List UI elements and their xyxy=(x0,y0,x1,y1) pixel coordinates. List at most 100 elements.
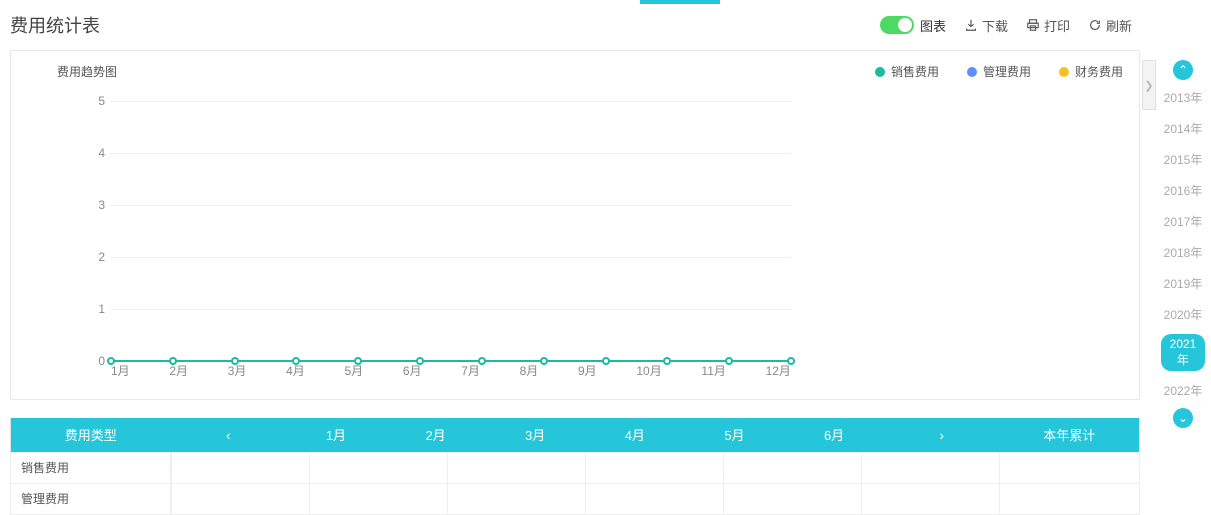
legend-label: 销售费用 xyxy=(891,63,939,80)
x-tick-label: 9月 xyxy=(578,362,597,379)
year-item[interactable]: 2013年 xyxy=(1161,82,1205,113)
x-tick-label: 10月 xyxy=(636,362,661,379)
chevron-right-icon: ❯ xyxy=(1144,79,1153,92)
grid-line xyxy=(111,101,791,102)
row-months xyxy=(171,452,1000,483)
col-m5: 5月 xyxy=(685,425,785,444)
cell xyxy=(861,484,999,514)
series-marker xyxy=(169,357,177,365)
refresh-icon xyxy=(1088,18,1102,32)
series-marker xyxy=(231,357,239,365)
page-title: 费用统计表 xyxy=(10,12,100,38)
print-label: 打印 xyxy=(1044,16,1070,35)
refresh-button[interactable]: 刷新 xyxy=(1088,16,1132,35)
x-tick-label: 3月 xyxy=(228,362,247,379)
x-tick-label: 12月 xyxy=(766,362,791,379)
legend-dot-icon xyxy=(1059,67,1069,77)
cell xyxy=(861,453,999,483)
legend-item[interactable]: 销售费用 xyxy=(875,63,939,80)
chart-toggle-label: 图表 xyxy=(920,16,946,35)
y-tick-label: 1 xyxy=(91,302,105,316)
series-marker xyxy=(292,357,300,365)
col-m1: 1月 xyxy=(286,425,386,444)
print-icon xyxy=(1026,18,1040,32)
row-total xyxy=(1000,452,1140,483)
chevron-up-icon: ⌃ xyxy=(1178,63,1188,77)
grid-line xyxy=(111,205,791,206)
month-next-button[interactable]: › xyxy=(884,427,1000,443)
month-prev-button[interactable]: ‹ xyxy=(171,427,287,443)
series-marker xyxy=(725,357,733,365)
series-marker xyxy=(107,357,115,365)
cell xyxy=(585,453,723,483)
series-marker xyxy=(663,357,671,365)
year-item[interactable]: 2022年 xyxy=(1161,375,1205,406)
x-tick-label: 1月 xyxy=(111,362,130,379)
col-m2: 2月 xyxy=(386,425,486,444)
x-axis-labels: 1月2月3月4月5月6月7月8月9月10月11月12月 xyxy=(111,362,791,379)
col-total: 本年累计 xyxy=(1000,418,1140,452)
legend-item[interactable]: 财务费用 xyxy=(1059,63,1123,80)
col-months: ‹ 1月 2月 3月 4月 5月 6月 › xyxy=(171,418,1000,452)
year-scroll-down-button[interactable]: ⌄ xyxy=(1173,408,1193,428)
col-m4: 4月 xyxy=(585,425,685,444)
legend-item[interactable]: 管理费用 xyxy=(967,63,1031,80)
col-m6: 6月 xyxy=(784,425,884,444)
x-tick-label: 5月 xyxy=(345,362,364,379)
cell xyxy=(171,484,309,514)
series-marker xyxy=(354,357,362,365)
chart-card: 费用趋势图 销售费用管理费用财务费用 0123451月2月3月4月5月6月7月8… xyxy=(10,50,1140,400)
download-label: 下载 xyxy=(982,16,1008,35)
cell xyxy=(585,484,723,514)
cell xyxy=(723,484,861,514)
legend-label: 管理费用 xyxy=(983,63,1031,80)
grid-line xyxy=(111,257,791,258)
chart-plot: 0123451月2月3月4月5月6月7月8月9月10月11月12月 xyxy=(111,101,791,361)
year-scroll-up-button[interactable]: ⌃ xyxy=(1173,60,1193,80)
refresh-label: 刷新 xyxy=(1106,16,1132,35)
x-tick-label: 7月 xyxy=(461,362,480,379)
series-marker xyxy=(478,357,486,365)
x-tick-label: 11月 xyxy=(701,362,725,379)
legend-dot-icon xyxy=(875,67,885,77)
cell xyxy=(447,484,585,514)
y-tick-label: 3 xyxy=(91,198,105,212)
year-item[interactable]: 2020年 xyxy=(1161,299,1205,330)
year-list: 2013年2014年2015年2016年2017年2018年2019年2020年… xyxy=(1161,82,1205,406)
year-item[interactable]: 2014年 xyxy=(1161,113,1205,144)
row-months xyxy=(171,483,1000,514)
row-label: 销售费用 xyxy=(11,452,171,483)
grid-line xyxy=(111,309,791,310)
year-item[interactable]: 2017年 xyxy=(1161,206,1205,237)
download-button[interactable]: 下载 xyxy=(964,16,1008,35)
chart-legend: 销售费用 管理费用 财务费用 xyxy=(875,63,1123,80)
x-tick-label: 8月 xyxy=(520,362,539,379)
cell xyxy=(447,453,585,483)
collapse-right-panel-button[interactable]: ❯ xyxy=(1142,60,1156,110)
download-icon xyxy=(964,18,978,32)
year-item[interactable]: 2021年 xyxy=(1161,334,1205,371)
cell xyxy=(171,453,309,483)
cell xyxy=(309,484,447,514)
row-total xyxy=(1000,483,1140,514)
year-item[interactable]: 2016年 xyxy=(1161,175,1205,206)
cell xyxy=(723,453,861,483)
series-line xyxy=(111,360,791,362)
print-button[interactable]: 打印 xyxy=(1026,16,1070,35)
y-tick-label: 2 xyxy=(91,250,105,264)
year-rail: ⌃ 2013年2014年2015年2016年2017年2018年2019年202… xyxy=(1161,58,1205,430)
y-tick-label: 5 xyxy=(91,94,105,108)
series-marker xyxy=(416,357,424,365)
top-tab-indicator xyxy=(640,0,720,4)
year-item[interactable]: 2019年 xyxy=(1161,268,1205,299)
table-row: 销售费用 xyxy=(11,452,1140,483)
year-item[interactable]: 2015年 xyxy=(1161,144,1205,175)
year-item[interactable]: 2018年 xyxy=(1161,237,1205,268)
expense-table: 费用类型 ‹ 1月 2月 3月 4月 5月 6月 › 本年累计 销售费用管理费用 xyxy=(10,418,1140,515)
row-label: 管理费用 xyxy=(11,483,171,514)
series-marker xyxy=(540,357,548,365)
y-tick-label: 4 xyxy=(91,146,105,160)
table-row: 管理费用 xyxy=(11,483,1140,514)
chart-toggle[interactable] xyxy=(880,16,914,34)
grid-line xyxy=(111,153,791,154)
